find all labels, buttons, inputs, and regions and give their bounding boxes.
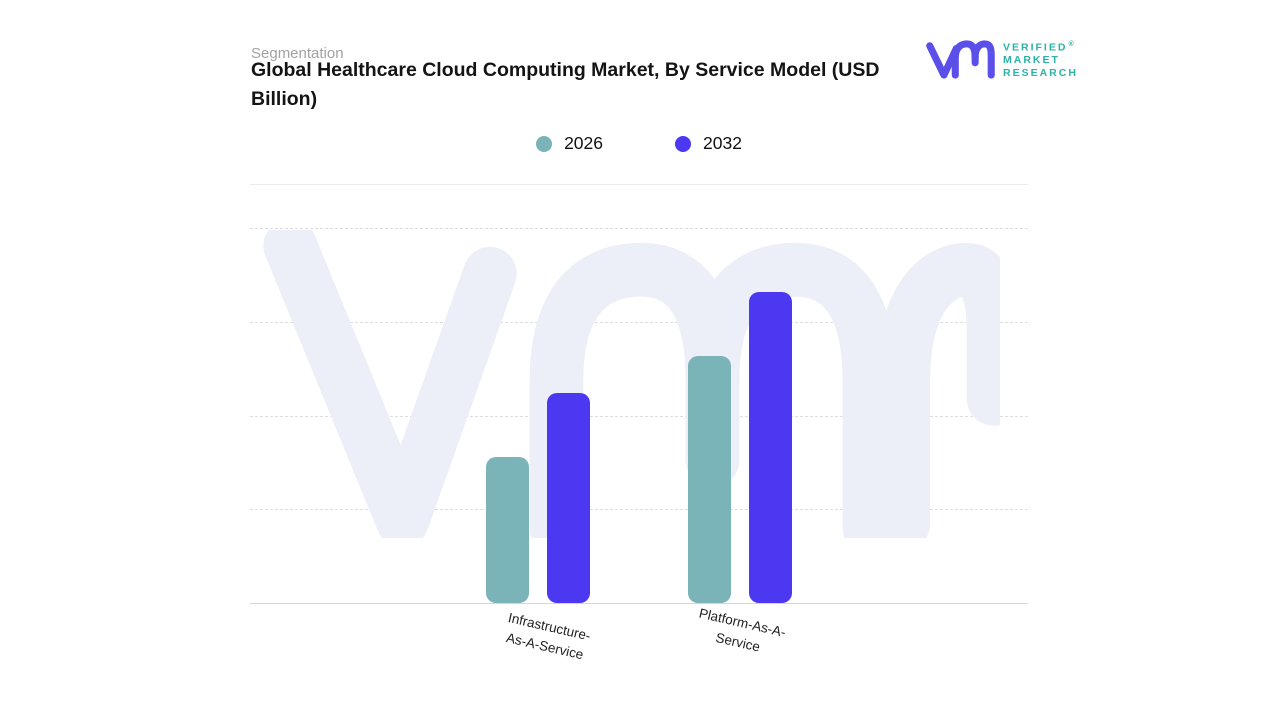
- logo-line-market: MARKET: [1003, 54, 1060, 66]
- legend-item-2032[interactable]: 2032: [675, 133, 742, 154]
- x-axis-labels: Infrastructure- As-A-Service Platform-As…: [250, 606, 1028, 691]
- chart-legend: 2026 2032: [250, 133, 1028, 154]
- legend-label-2032: 2032: [703, 133, 742, 153]
- bar-group-platform: [688, 228, 793, 603]
- vmr-logo: VERIFIED® MARKET RESEARCH: [925, 34, 1078, 84]
- bar-2026: [485, 456, 529, 603]
- bar-plot: [250, 228, 1028, 603]
- legend-swatch-2032-icon: [675, 135, 691, 152]
- x-label-platform-as-a-service: Platform-As-A- Service: [697, 605, 788, 655]
- bar-2032: [546, 393, 590, 603]
- plot-area: [250, 228, 1028, 604]
- logo-line-verified: VERIFIED®: [1003, 41, 1074, 54]
- bar-2026: [688, 355, 732, 603]
- vmr-watermark-icon: [263, 230, 1000, 538]
- logo-line-research: RESEARCH: [1003, 66, 1078, 79]
- chart-title: Global Healthcare Cloud Computing Market…: [251, 59, 880, 110]
- gridline-25: [250, 509, 1028, 511]
- registered-mark: ®: [1068, 41, 1074, 48]
- gridline-100: [250, 228, 1028, 229]
- legend-item-2026[interactable]: 2026: [536, 133, 603, 154]
- vmr-logo-text: VERIFIED® MARKET RESEARCH: [1003, 39, 1078, 79]
- legend-label-2026: 2026: [564, 133, 603, 153]
- gridline-75: [250, 321, 1028, 323]
- legend-divider: [250, 184, 1028, 185]
- bar-group-infrastructure: [485, 228, 590, 603]
- x-label-infrastructure-as-a-service: Infrastructure- As-A-Service: [504, 610, 593, 663]
- segmentation-label: Segmentation: [251, 45, 344, 62]
- vmr-monogram-icon: [926, 40, 995, 79]
- gridline-50: [250, 415, 1028, 417]
- legend-swatch-2026-icon: [536, 135, 553, 152]
- bar-2032: [749, 291, 793, 603]
